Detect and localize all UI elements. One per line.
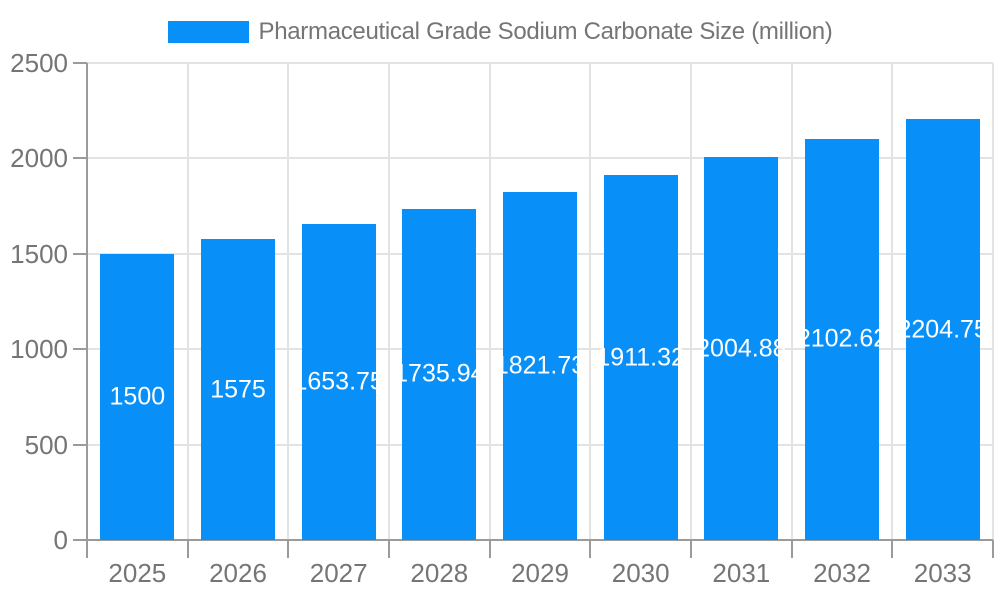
x-tick [992, 540, 994, 558]
legend-item[interactable]: Pharmaceutical Grade Sodium Carbonate Si… [0, 17, 1000, 47]
bar-2031[interactable] [704, 157, 779, 540]
bar-value-label: 2102.62 [796, 324, 888, 353]
x-tick [589, 540, 592, 558]
legend-swatch [167, 21, 249, 43]
legend-label: Pharmaceutical Grade Sodium Carbonate Si… [258, 18, 833, 45]
v-gridline [287, 63, 290, 540]
x-axis-line [87, 539, 993, 541]
x-axis-label: 2033 [913, 558, 972, 588]
bar-2026[interactable] [201, 239, 275, 540]
x-tick [488, 540, 491, 558]
y-tick [73, 62, 87, 64]
y-tick [73, 252, 87, 255]
y-axis-label: 1000 [10, 334, 68, 365]
bar-2030[interactable] [603, 175, 678, 540]
bar-value-label: 1500 [109, 382, 166, 411]
y-axis-label: 2000 [10, 143, 68, 174]
y-tick [73, 443, 87, 446]
x-axis-label: 2032 [813, 558, 871, 588]
v-gridline [186, 63, 189, 540]
bar-value-label: 1821.73 [494, 351, 586, 380]
y-axis-label: 2500 [10, 48, 68, 78]
y-tick [73, 539, 87, 541]
y-tick [73, 348, 87, 351]
y-axis-label: 0 [53, 525, 68, 555]
bar-value-label: 2004.88 [696, 334, 787, 363]
x-axis-label: 2029 [511, 558, 569, 588]
bar-value-label: 2204.75 [897, 315, 988, 344]
x-tick [388, 540, 390, 558]
bar-value-label: 1735.94 [394, 359, 485, 388]
y-axis-line [86, 63, 88, 558]
v-gridline [891, 63, 894, 540]
bar-2028[interactable] [402, 208, 477, 540]
v-gridline [790, 63, 793, 540]
x-axis-label: 2026 [209, 558, 267, 588]
x-tick [790, 540, 793, 558]
v-gridline [992, 63, 994, 540]
x-tick [186, 540, 189, 558]
x-tick [287, 540, 290, 558]
x-axis-label: 2030 [611, 558, 670, 588]
y-tick [73, 157, 87, 160]
h-gridline [87, 62, 993, 64]
v-gridline [589, 63, 592, 540]
v-gridline [690, 63, 692, 540]
bar-value-label: 1911.32 [596, 343, 685, 372]
bar-value-label: 1575 [210, 375, 266, 404]
v-gridline [388, 63, 390, 540]
x-axis-label: 2031 [712, 558, 771, 588]
v-gridline [488, 63, 491, 540]
x-axis-label: 2025 [108, 558, 167, 588]
x-axis-label: 2027 [309, 558, 368, 588]
y-axis-label: 1500 [10, 238, 68, 269]
h-gridline [87, 157, 993, 160]
bar-2033[interactable] [905, 119, 980, 540]
x-axis-label: 2028 [410, 558, 469, 588]
bar-2032[interactable] [805, 138, 879, 540]
y-axis-label: 500 [24, 429, 68, 460]
bar-2025[interactable] [100, 253, 175, 540]
bar-value-label: 1653.75 [293, 367, 384, 396]
x-tick [891, 540, 894, 558]
bar-2029[interactable] [503, 192, 577, 540]
bar-2027[interactable] [301, 224, 376, 540]
x-tick [690, 540, 692, 558]
